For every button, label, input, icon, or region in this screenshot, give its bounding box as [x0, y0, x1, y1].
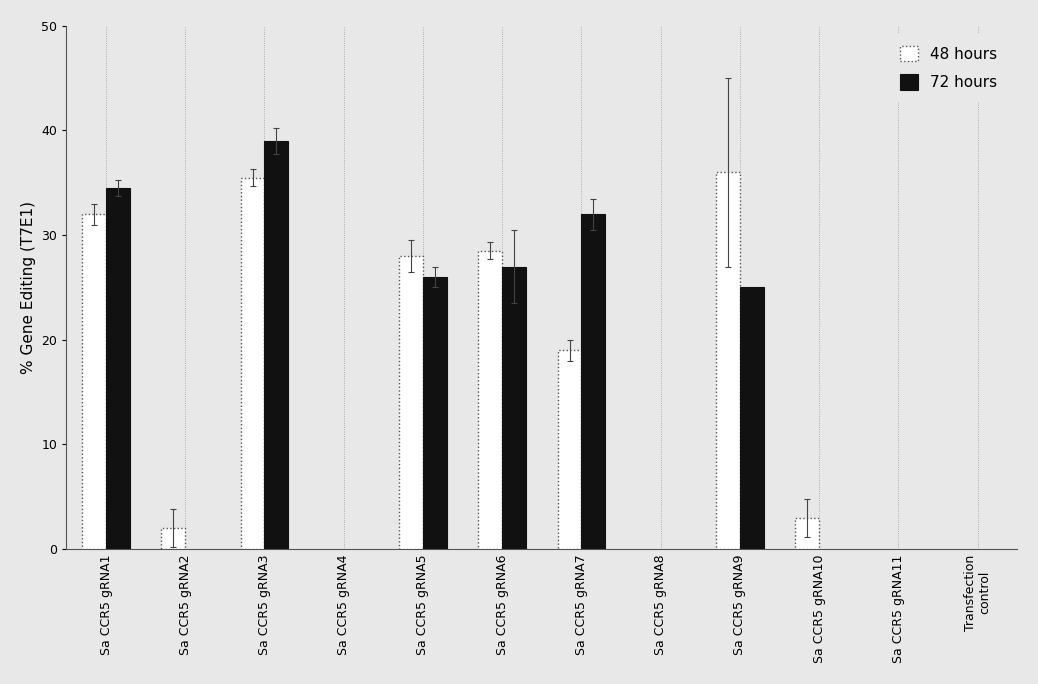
Bar: [422, 277, 446, 549]
Bar: [400, 256, 422, 549]
Bar: [82, 214, 106, 549]
Bar: [581, 214, 605, 549]
Bar: [479, 251, 502, 549]
Bar: [557, 350, 581, 549]
Legend: 48 hours, 72 hours: 48 hours, 72 hours: [887, 34, 1010, 102]
Bar: [241, 178, 265, 549]
Bar: [740, 287, 764, 549]
Y-axis label: % Gene Editing (T7E1): % Gene Editing (T7E1): [21, 201, 36, 374]
Bar: [265, 141, 289, 549]
Bar: [162, 528, 185, 549]
Bar: [106, 188, 130, 549]
Bar: [795, 518, 819, 549]
Bar: [502, 267, 526, 549]
Bar: [716, 172, 740, 549]
